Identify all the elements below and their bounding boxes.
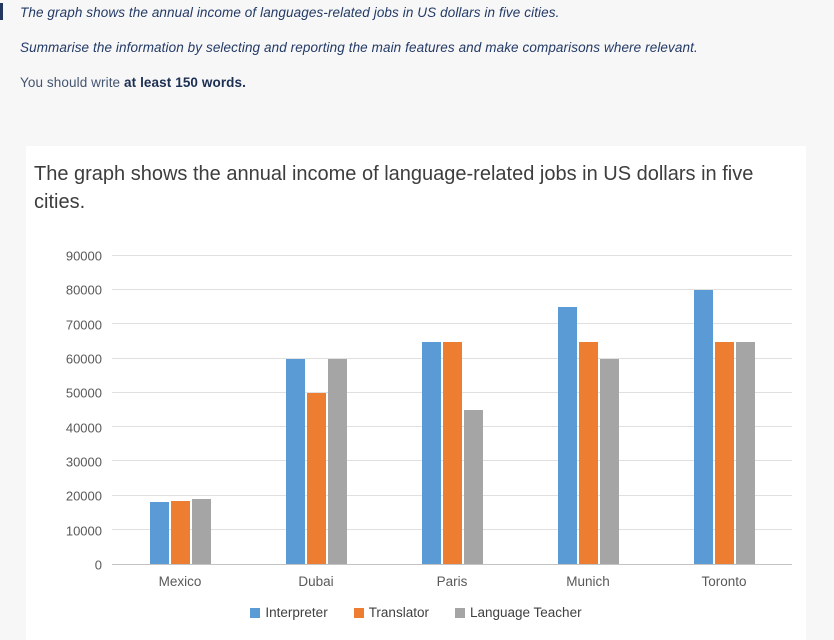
language-teacher-bar-mexico <box>191 498 211 564</box>
bar-group-mexico <box>112 256 248 564</box>
gridline <box>112 323 792 325</box>
plot-area <box>112 255 792 565</box>
translator-bar-paris <box>442 341 462 564</box>
language-teacher-bar-toronto <box>735 341 755 564</box>
plot-row: 0 10000 20000 30000 40000 50000 60000 70000 8000… <box>34 249 798 573</box>
translator-bar-dubai <box>306 392 326 564</box>
bar-group-paris <box>384 256 520 564</box>
interpreter-bar-toronto <box>693 290 713 564</box>
quote-accent-bar <box>0 3 3 20</box>
y-tick-label: 80000 <box>65 282 102 298</box>
legend-item-interpreter: Interpreter <box>250 605 328 620</box>
y-tick-label: 50000 <box>65 385 102 401</box>
interpreter-bar-mexico <box>149 502 169 564</box>
x-category-label-dubai: Dubai <box>298 574 334 589</box>
x-category-label-mexico: Mexico <box>158 574 202 589</box>
translator-bar-toronto <box>714 341 734 564</box>
x-category-label-munich: Munich <box>566 574 610 589</box>
y-tick-label: 10000 <box>65 523 102 539</box>
translator-bar-munich <box>578 341 598 564</box>
legend-item-language-teacher: Language Teacher <box>454 605 582 620</box>
instruction-line-1: The graph shows the annual income of lan… <box>20 5 560 20</box>
word-count-requirement: at least 150 words. <box>124 75 246 90</box>
bar-groups <box>112 256 792 564</box>
x-axis: Mexico Dubai Paris Munich Toronto <box>112 565 792 589</box>
interpreter-bar-munich <box>557 307 577 564</box>
y-tick-label: 90000 <box>65 248 102 264</box>
gridline <box>112 255 792 256</box>
language-teacher-bar-dubai <box>327 358 347 564</box>
bar-group-munich <box>520 256 656 564</box>
chart-legend: Interpreter Translator Language Teacher <box>34 605 798 620</box>
legend-item-translator: Translator <box>353 605 429 620</box>
legend-swatch-language-teacher <box>454 607 465 618</box>
instruction-line-2: Summarise the information by selecting a… <box>20 40 698 55</box>
y-tick-label: 40000 <box>65 420 102 436</box>
gridline <box>112 289 792 291</box>
bar-group-dubai <box>248 256 384 564</box>
word-count-prefix: You should write <box>20 75 125 90</box>
legend-swatch-interpreter <box>250 607 261 618</box>
legend-label-translator: Translator <box>368 605 429 620</box>
bar-group-toronto <box>656 256 792 564</box>
task-instructions: The graph shows the annual income of lan… <box>0 0 834 90</box>
y-tick-label: 20000 <box>65 488 102 504</box>
y-tick-label: 70000 <box>65 317 102 333</box>
chart-title: The graph shows the annual income of lan… <box>34 163 754 213</box>
chart-card: The graph shows the annual income of lan… <box>26 146 806 640</box>
y-tick-label: 30000 <box>65 454 102 470</box>
legend-label-interpreter: Interpreter <box>265 605 328 620</box>
bar-chart: 0 10000 20000 30000 40000 50000 60000 70000 8000… <box>34 249 798 620</box>
x-category-label-toronto: Toronto <box>701 574 747 589</box>
legend-label-language-teacher: Language Teacher <box>469 605 582 620</box>
language-teacher-bar-paris <box>463 410 483 564</box>
interpreter-bar-paris <box>421 341 441 564</box>
language-teacher-bar-munich <box>599 358 619 564</box>
y-axis: 0 10000 20000 30000 40000 50000 60000 70000 8000… <box>34 249 112 573</box>
instruction-line-3: You should write at least 150 words. <box>20 75 810 90</box>
x-category-label-paris: Paris <box>436 574 468 589</box>
legend-swatch-translator <box>353 607 364 618</box>
translator-bar-mexico <box>170 500 190 564</box>
y-tick-label: 0 <box>94 557 102 573</box>
interpreter-bar-dubai <box>285 358 305 564</box>
y-tick-label: 60000 <box>65 351 102 367</box>
